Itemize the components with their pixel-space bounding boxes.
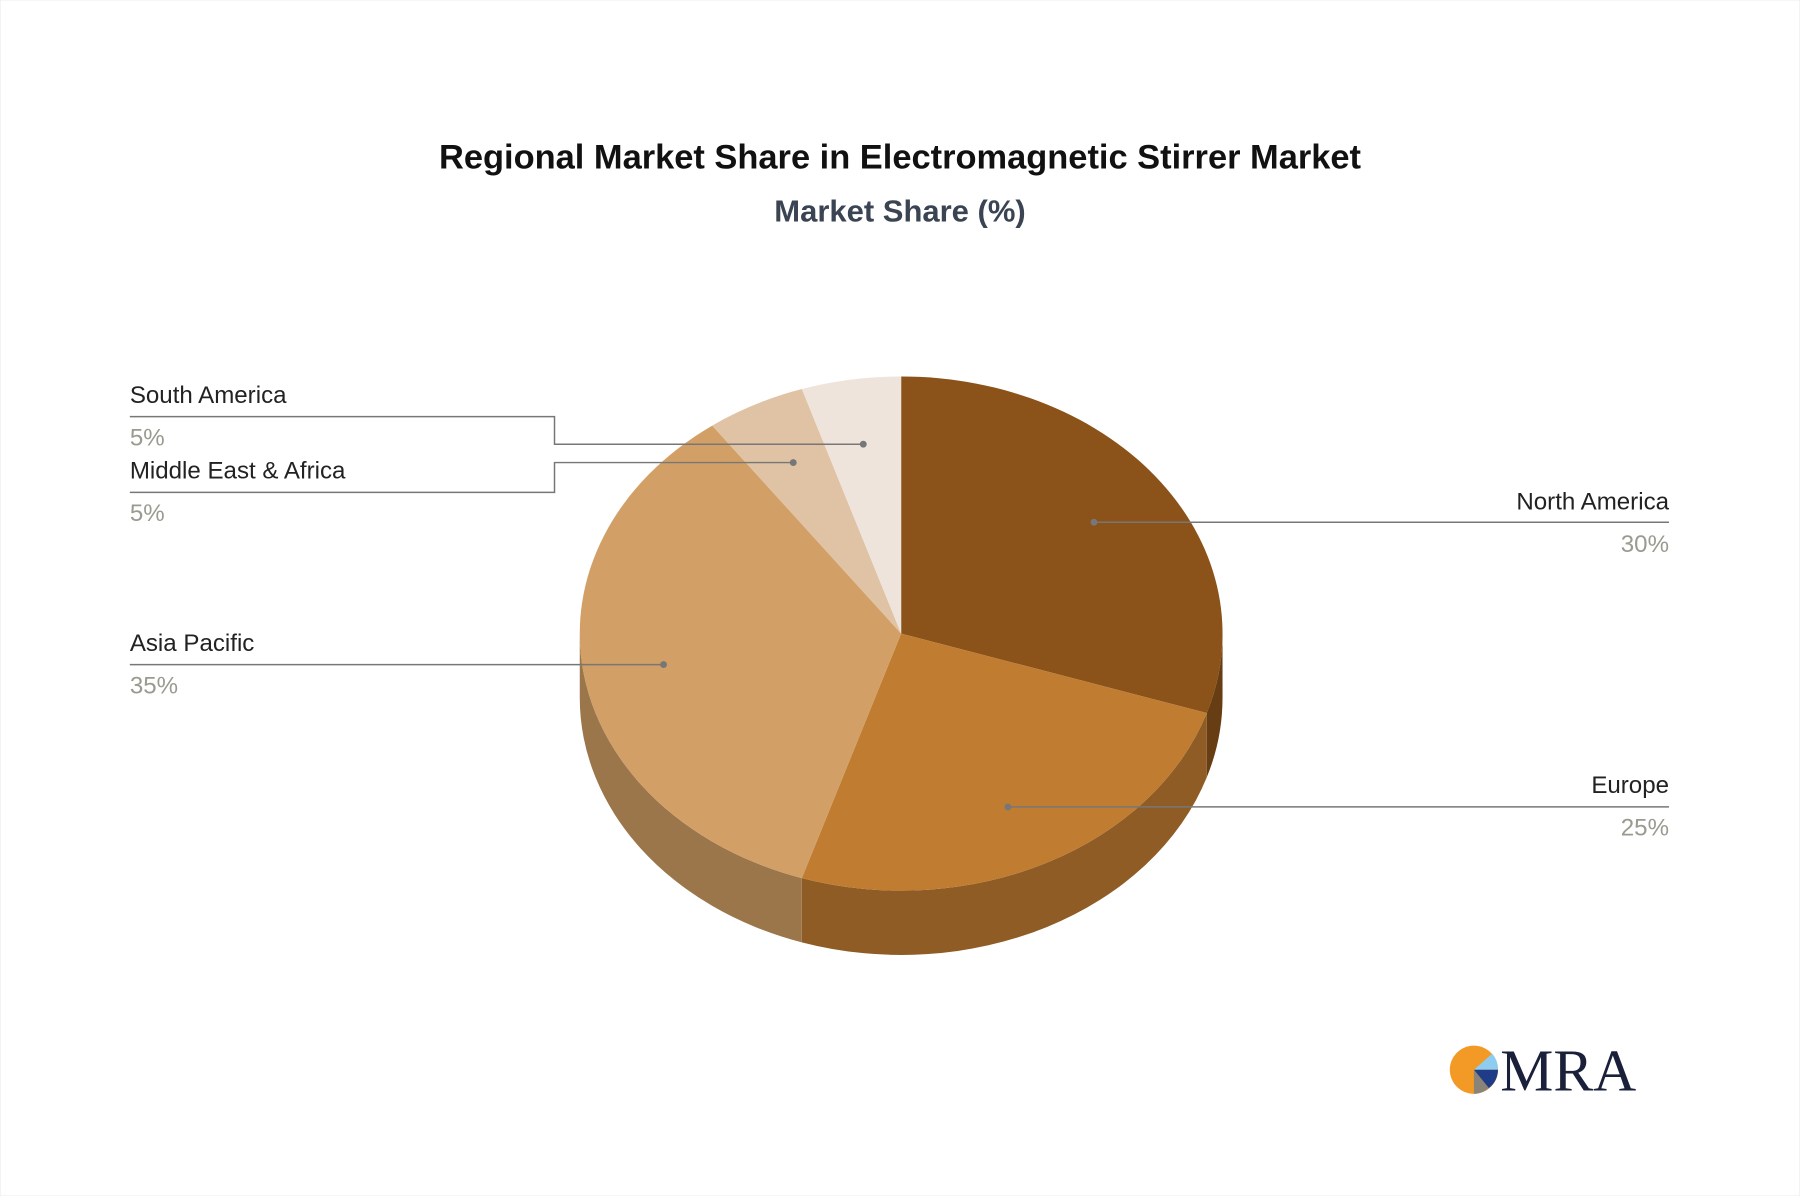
value-europe: 25% (1621, 815, 1669, 842)
label-europe: Europe (1591, 772, 1669, 799)
slice-north-america (901, 376, 1223, 714)
slice-south-america (801, 376, 902, 634)
chart-title: Regional Market Share in Electromagnetic… (439, 139, 1362, 177)
slice-side-europe (801, 713, 1207, 955)
value-asia-pacific: 35% (130, 672, 178, 699)
label-mea: Middle East & Africa (130, 458, 346, 485)
leader-dot-south-america (859, 440, 867, 448)
pie (579, 376, 1223, 955)
mra-logo: MRA (1449, 1037, 1636, 1103)
leader-dot-europe (1004, 803, 1012, 811)
leader-dot-mea (789, 459, 797, 467)
label-south-america: South America (130, 382, 287, 409)
slice-middle-east-africa (712, 389, 902, 634)
slice-side-north-america (1206, 633, 1223, 778)
leader-lines (129, 415, 1670, 811)
chart-subtitle: Market Share (%) (774, 194, 1025, 229)
leader-dot-asia-pacific (660, 661, 667, 669)
label-asia-pacific: Asia Pacific (130, 630, 255, 657)
slice-side-asia-pacific (579, 633, 802, 943)
leader-line-south-america (129, 415, 864, 445)
value-mea: 5% (130, 500, 165, 527)
slice-europe (801, 633, 1207, 891)
label-north-america: North America (1516, 489, 1669, 516)
value-north-america: 30% (1621, 531, 1669, 558)
value-south-america: 5% (130, 424, 165, 451)
leader-line-mea (129, 461, 794, 494)
slice-asia-pacific (579, 425, 902, 879)
leader-dot-north-america (1090, 518, 1098, 526)
logo-text: MRA (1500, 1037, 1636, 1103)
